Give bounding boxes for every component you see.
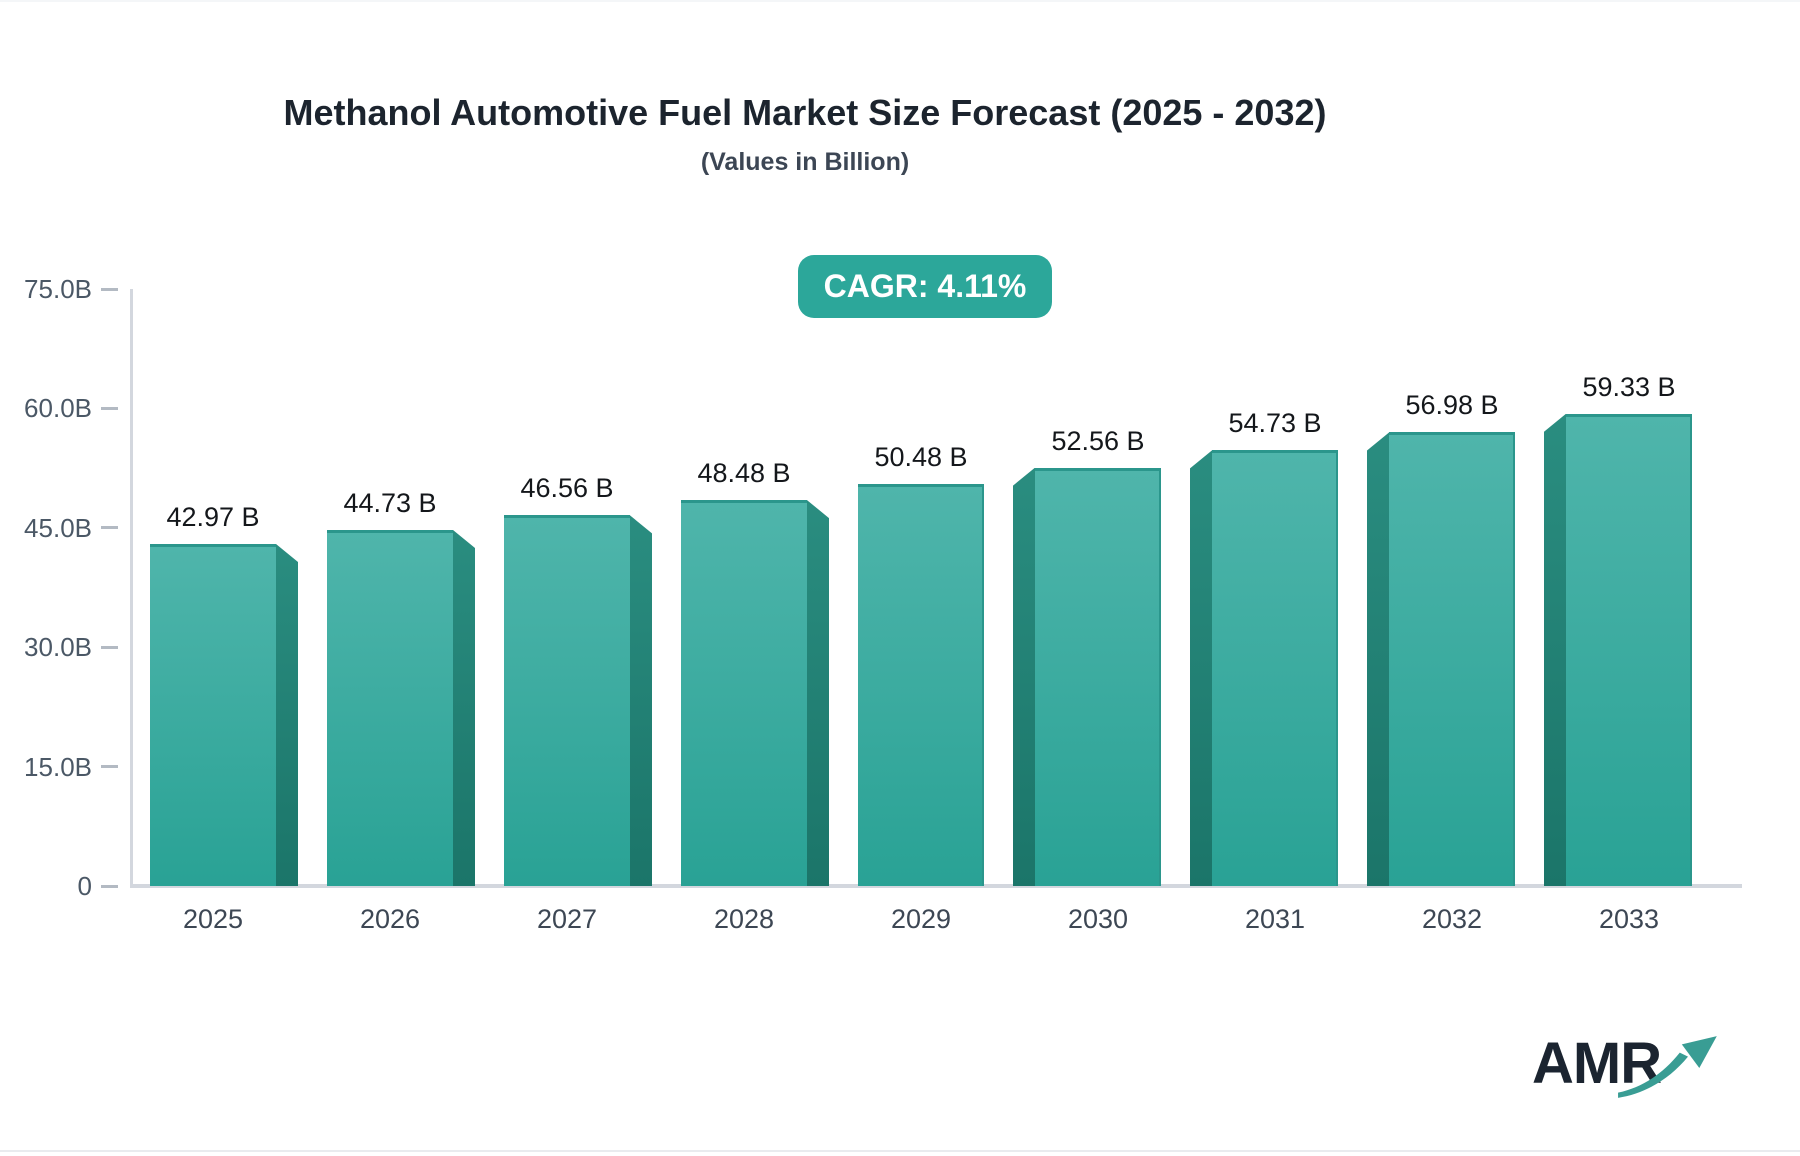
growth-arrow-icon <box>1618 1036 1717 1098</box>
x-axis-label-2028: 2028 <box>713 904 775 934</box>
bar-value-label: 56.98 B <box>1405 390 1499 421</box>
bar-value-label: 59.33 B <box>1582 371 1676 402</box>
y-axis-tick-mark <box>101 287 118 291</box>
bar-2028 <box>681 500 807 886</box>
x-axis-label-2031: 2031 <box>1244 904 1306 934</box>
y-axis-line <box>130 289 133 886</box>
bar-side-face <box>1013 467 1035 886</box>
x-axis-label-2027: 2027 <box>536 904 598 934</box>
y-axis-tick-label: 60.0B <box>24 393 92 424</box>
y-axis-tick-mark <box>101 645 118 649</box>
y-axis-tick-mark <box>101 526 118 530</box>
bar-side-face <box>807 500 829 886</box>
y-axis-tick-label: 0 <box>77 871 92 901</box>
bar-2033 <box>1566 413 1692 886</box>
x-axis-label-2026: 2026 <box>359 904 421 934</box>
bar-side-face <box>630 515 652 886</box>
cagr-badge: CAGR: 4.11% <box>798 255 1052 318</box>
y-axis-tick-mark <box>101 406 118 410</box>
bar-value-label: 48.48 B <box>697 458 791 489</box>
bar-2027 <box>504 515 630 886</box>
bar-2026 <box>327 529 453 886</box>
bar-value-label: 52.56 B <box>1051 425 1145 456</box>
x-axis-label-2033: 2033 <box>1598 904 1660 934</box>
y-axis-tick-label: 45.0B <box>24 512 92 543</box>
bar-side-face <box>1367 432 1389 886</box>
bar-2029 <box>858 484 984 886</box>
amr-logo: AMR <box>1532 1030 1732 1110</box>
x-axis-label-2030: 2030 <box>1067 904 1129 934</box>
x-axis-baseline <box>130 884 1742 888</box>
card-bottom-edge <box>0 1150 1800 1152</box>
chart-title: Methanol Automotive Fuel Market Size For… <box>283 92 1327 133</box>
x-axis-label-2025: 2025 <box>182 904 244 934</box>
bar-2032 <box>1389 432 1515 886</box>
bar-value-label: 54.73 B <box>1228 408 1322 439</box>
y-axis-tick-label: 75.0B <box>24 274 92 304</box>
bar-2030 <box>1035 467 1161 886</box>
y-axis-tick-mark <box>101 884 118 888</box>
bar-2025 <box>150 543 276 886</box>
y-axis-tick-label: 30.0B <box>24 632 92 663</box>
bar-side-face <box>453 529 475 886</box>
bar-value-label: 46.56 B <box>520 473 614 504</box>
bar-value-label: 44.73 B <box>343 487 437 518</box>
card-top-edge <box>0 0 1800 2</box>
x-axis-label-2029: 2029 <box>890 904 952 934</box>
bar-value-label: 42.97 B <box>166 501 260 532</box>
bar-side-face <box>276 543 298 886</box>
bar-value-label: 50.48 B <box>874 442 968 473</box>
y-axis-tick-mark <box>101 765 118 769</box>
y-axis-tick-label: 15.0B <box>24 751 92 782</box>
bar-2031 <box>1212 450 1338 886</box>
chart-subtitle: (Values in Billion) <box>700 148 910 176</box>
x-axis-label-2032: 2032 <box>1421 904 1483 934</box>
bar-side-face <box>1190 450 1212 886</box>
bar-side-face <box>1544 413 1566 886</box>
